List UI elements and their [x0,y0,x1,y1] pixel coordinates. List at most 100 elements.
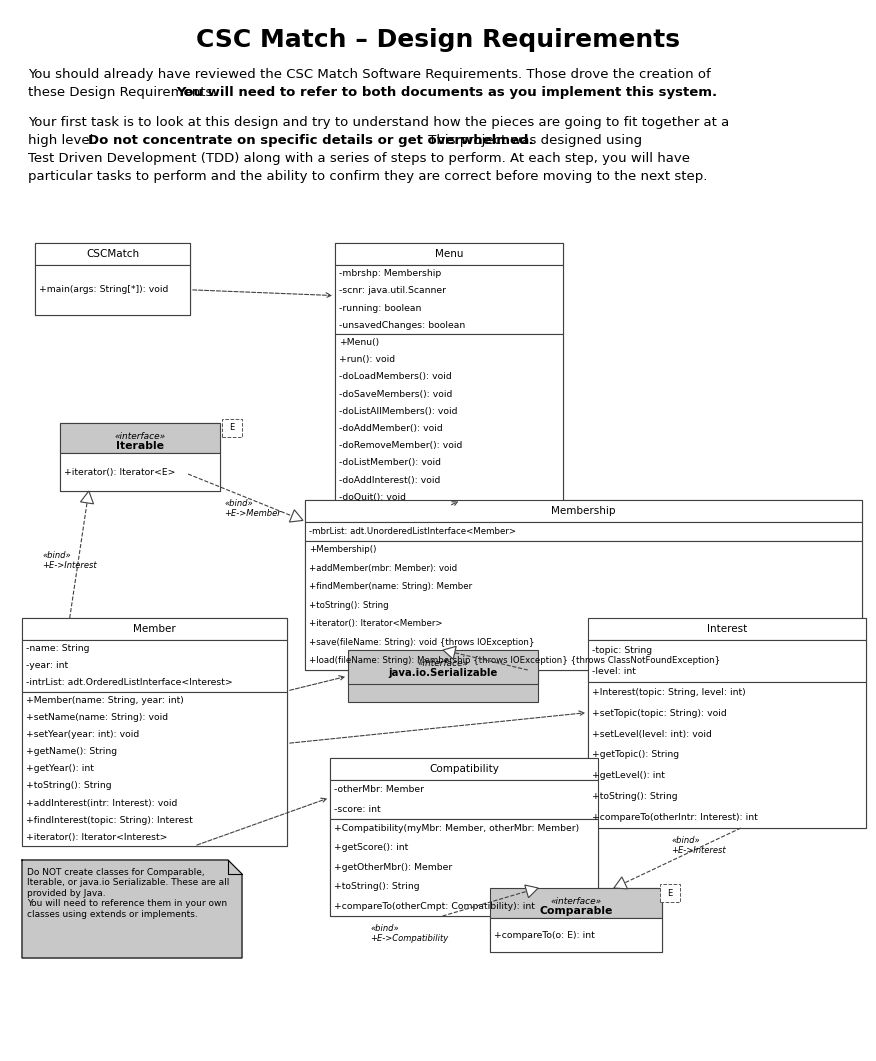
Text: CSC Match – Design Requirements: CSC Match – Design Requirements [196,28,680,52]
Text: +save(fileName: String): void {throws IOException}: +save(fileName: String): void {throws IO… [309,638,534,647]
Text: -year: int: -year: int [26,661,68,671]
Text: -doListAllMembers(): void: -doListAllMembers(): void [339,406,457,416]
Text: -mbrshp: Membership: -mbrshp: Membership [339,269,442,278]
Text: +iterator(): Iterator<Member>: +iterator(): Iterator<Member> [309,620,442,628]
Text: +Interest(topic: String, level: int): +Interest(topic: String, level: int) [592,688,745,697]
Text: +getTopic(): String: +getTopic(): String [592,750,679,760]
Text: «interface»: «interface» [550,897,602,906]
Bar [660,884,680,902]
Text: You should already have reviewed the CSC Match Software Requirements. Those drov: You should already have reviewed the CSC… [28,68,710,81]
Bar [335,265,563,334]
Text: This project was designed using: This project was designed using [424,134,642,147]
Text: +getYear(): int: +getYear(): int [26,764,94,773]
Text: E: E [668,888,673,898]
Text: -scnr: java.util.Scanner: -scnr: java.util.Scanner [339,286,446,295]
Text: +addInterest(intr: Interest): void: +addInterest(intr: Interest): void [26,799,177,807]
Text: -doRemoveMember(): void: -doRemoveMember(): void [339,441,463,450]
Text: «bind»
+E->Interest: «bind» +E->Interest [42,551,96,571]
Text: -mbrList: adt.UnorderedListInterface<Member>: -mbrList: adt.UnorderedListInterface<Mem… [309,526,516,536]
Polygon shape [81,491,94,504]
Text: +setName(name: String): void: +setName(name: String): void [26,713,168,721]
Bar [305,540,862,669]
Text: -running: boolean: -running: boolean [339,303,421,313]
Text: +getScore(): int: +getScore(): int [334,843,408,852]
Text: +setLevel(level: int): void: +setLevel(level: int): void [592,730,712,738]
Text: +Member(name: String, year: int): +Member(name: String, year: int) [26,696,184,705]
Text: +setTopic(topic: String): void: +setTopic(topic: String): void [592,709,727,717]
Text: Do NOT create classes for Comparable,
Iterable, or java.io Serializable. These a: Do NOT create classes for Comparable, It… [27,868,230,919]
Bar [60,423,220,491]
Text: +toString(): String: +toString(): String [26,781,111,790]
Bar [330,819,598,916]
Text: +getOtherMbr(): Member: +getOtherMbr(): Member [334,863,452,872]
Bar [330,758,598,780]
Polygon shape [22,860,242,958]
Bar [35,243,190,315]
Text: particular tasks to perform and the ability to confirm they are correct before m: particular tasks to perform and the abil… [28,170,708,182]
Text: «bind»
+E->Interest: «bind» +E->Interest [671,836,726,855]
Text: -doListMember(): void: -doListMember(): void [339,458,441,468]
Bar [305,522,862,540]
Text: Test Driven Development (TDD) along with a series of steps to perform. At each s: Test Driven Development (TDD) along with… [28,152,690,166]
Text: Membership: Membership [551,506,616,516]
Bar [335,243,563,265]
Polygon shape [289,509,303,522]
Text: «interface»: «interface» [115,432,166,441]
Text: -score: int: -score: int [334,804,381,814]
Polygon shape [614,876,627,889]
Bar [305,500,862,669]
Text: +toString(): String: +toString(): String [309,601,389,610]
Text: -intrList: adt.OrderedListInterface<Interest>: -intrList: adt.OrderedListInterface<Inte… [26,678,233,688]
Text: high level.: high level. [28,134,102,147]
Text: +Compatibility(myMbr: Member, otherMbr: Member): +Compatibility(myMbr: Member, otherMbr: … [334,824,579,833]
Bar [222,419,242,437]
Text: +compareTo(o: E): int: +compareTo(o: E): int [494,930,595,939]
Text: Iterable: Iterable [116,441,164,451]
Text: +toString(): String: +toString(): String [592,793,678,801]
Text: Interest: Interest [707,624,747,634]
Bar [490,918,662,952]
Polygon shape [443,646,456,659]
Text: -level: int: -level: int [592,666,636,676]
Text: Your first task is to look at this design and try to understand how the pieces a: Your first task is to look at this desig… [28,116,729,129]
Text: these Design Requirements.: these Design Requirements. [28,86,221,99]
Bar [348,650,538,702]
Text: -topic: String: -topic: String [592,646,652,655]
Text: +findMember(name: String): Member: +findMember(name: String): Member [309,582,472,591]
Text: «bind»
+E->Member: «bind» +E->Member [224,499,280,519]
Text: «bind»
+E->Compatibility: «bind» +E->Compatibility [371,924,449,943]
Bar [490,888,662,918]
Bar [60,423,220,453]
Text: Member: Member [133,624,176,634]
Text: E: E [230,423,235,433]
Text: -doAddMember(): void: -doAddMember(): void [339,424,442,433]
Text: Menu: Menu [434,249,463,259]
Text: Do not concentrate on specific details or get overwhelmed.: Do not concentrate on specific details o… [88,134,533,147]
Text: -unsavedChanges: boolean: -unsavedChanges: boolean [339,320,465,330]
Bar [335,243,563,506]
Text: +iterator(): Iterator<Interest>: +iterator(): Iterator<Interest> [26,833,167,842]
Bar [305,500,862,522]
Text: +iterator(): Iterator<E>: +iterator(): Iterator<E> [64,468,175,476]
Text: +load(fileName: String): Membership {throws IOException} {throws ClassNotFoundEx: +load(fileName: String): Membership {thr… [309,657,720,665]
Text: -doQuit(): void: -doQuit(): void [339,493,406,502]
Polygon shape [525,885,538,898]
Bar [348,650,538,684]
Text: «interface»: «interface» [418,659,469,668]
Text: +addMember(mbr: Member): void: +addMember(mbr: Member): void [309,563,457,573]
Text: java.io.Serializable: java.io.Serializable [388,668,498,678]
Text: +findInterest(topic: String): Interest: +findInterest(topic: String): Interest [26,816,193,824]
Bar [588,682,866,828]
Text: +compareTo(otherIntr: Interest): int: +compareTo(otherIntr: Interest): int [592,813,758,822]
Text: +run(): void: +run(): void [339,355,395,364]
Bar [22,618,287,640]
Text: -doSaveMembers(): void: -doSaveMembers(): void [339,389,452,399]
Text: +getLevel(): int: +getLevel(): int [592,771,665,780]
Text: +Membership(): +Membership() [309,545,377,554]
Bar [35,243,190,265]
Text: -otherMbr: Member: -otherMbr: Member [334,785,424,795]
Bar [330,758,598,916]
Text: CSCMatch: CSCMatch [86,249,139,259]
Bar [35,265,190,315]
Text: +getName(): String: +getName(): String [26,747,117,756]
